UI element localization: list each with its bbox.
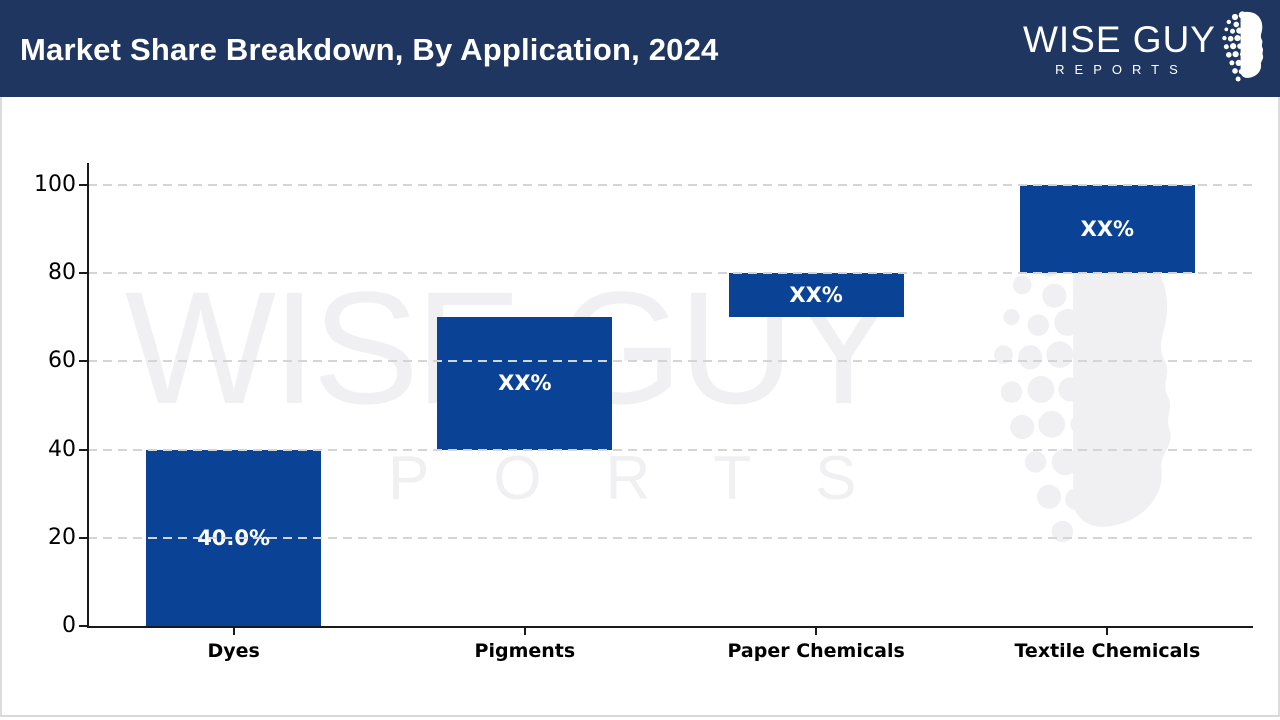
wiseguy-face-icon bbox=[1222, 11, 1264, 82]
x-tickmark-1 bbox=[523, 628, 526, 635]
watermark-subtext: PORTS bbox=[388, 444, 921, 513]
y-tickmark-60 bbox=[79, 360, 88, 363]
x-tickmark-0 bbox=[232, 628, 235, 635]
y-tick-label-100: 100 bbox=[34, 172, 76, 197]
y-tickmark-40 bbox=[79, 448, 88, 451]
bar-value-label: XX% bbox=[789, 283, 843, 308]
bar-paper-chemicals: XX% bbox=[728, 273, 904, 318]
gridline-60 bbox=[88, 360, 1253, 363]
bar-value-label: XX% bbox=[498, 371, 552, 396]
y-tick-label-20: 20 bbox=[48, 524, 76, 550]
brand-subtitle: REPORTS bbox=[1055, 61, 1188, 77]
gridline-80 bbox=[88, 272, 1253, 275]
y-tick-label-0: 0 bbox=[62, 613, 76, 638]
bar-pigments: XX% bbox=[437, 317, 613, 450]
y-tick-label-60: 60 bbox=[48, 348, 76, 374]
x-tick-label-3: Textile Chemicals bbox=[1014, 640, 1201, 662]
y-tick-label-40: 40 bbox=[48, 436, 76, 462]
x-tickmark-2 bbox=[815, 628, 818, 635]
y-tickmark-100 bbox=[79, 184, 88, 186]
chart-title: Market Share Breakdown, By Application, … bbox=[20, 32, 719, 67]
brand-logo-text: WISE GUY REPORTS bbox=[1023, 19, 1216, 77]
gridline-20 bbox=[88, 536, 1253, 539]
bar-value-label: XX% bbox=[1080, 217, 1135, 242]
bar-textile-chemicals: XX% bbox=[1019, 185, 1195, 274]
x-tick-label-1: Pigments bbox=[474, 640, 576, 662]
y-tickmark-20 bbox=[79, 536, 88, 539]
brand-name: WISE GUY bbox=[1022, 19, 1216, 61]
watermark-face-icon bbox=[994, 239, 1171, 543]
y-tick-label-80: 80 bbox=[48, 260, 76, 286]
gridline-100 bbox=[88, 184, 1253, 186]
x-axis-line bbox=[87, 626, 1253, 628]
brand-logo: WISE GUY REPORTS bbox=[1023, 8, 1266, 88]
y-tickmark-0 bbox=[79, 625, 88, 627]
page-border bbox=[0, 97, 1280, 717]
y-axis-line bbox=[87, 162, 89, 628]
x-tick-label-0: Dyes bbox=[207, 640, 260, 662]
gridline-40 bbox=[88, 448, 1253, 451]
x-tick-label-2: Paper Chemicals bbox=[727, 640, 905, 662]
y-tickmark-80 bbox=[79, 272, 88, 275]
x-tickmark-3 bbox=[1106, 628, 1109, 635]
header-bar: Market Share Breakdown, By Application, … bbox=[0, 0, 1280, 97]
